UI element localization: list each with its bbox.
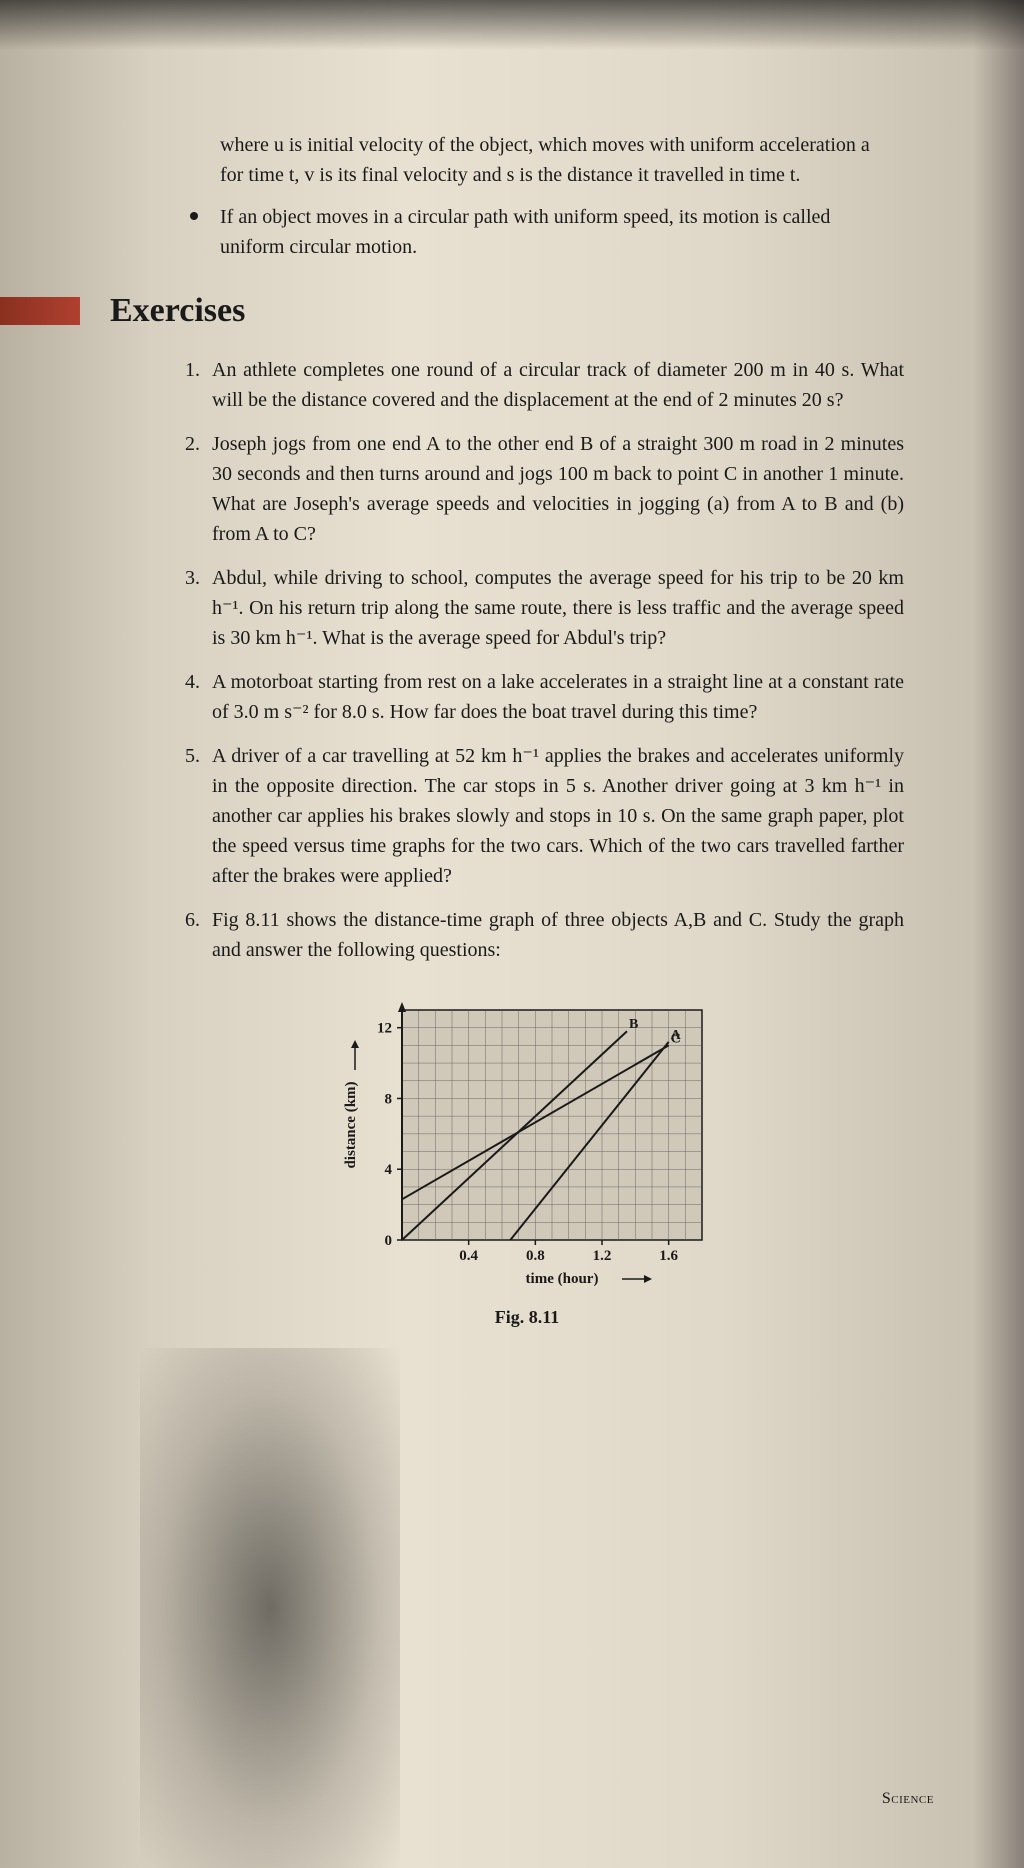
top-shadow	[0, 0, 1024, 50]
item-text: Joseph jogs from one end A to the other …	[212, 429, 904, 549]
item-text: A driver of a car travelling at 52 km h⁻…	[212, 741, 904, 891]
item-number: 6.	[170, 905, 200, 965]
svg-text:1.6: 1.6	[659, 1248, 678, 1264]
list-item: 6. Fig 8.11 shows the distance-time grap…	[170, 905, 904, 965]
item-number: 1.	[170, 355, 200, 415]
intro-para-1: where u is initial velocity of the objec…	[220, 130, 894, 190]
exercises-heading: Exercises	[110, 292, 245, 330]
section-marker	[0, 297, 80, 325]
bullet-item: If an object moves in a circular path wi…	[190, 202, 894, 262]
exercise-list: 1. An athlete completes one round of a c…	[170, 355, 904, 965]
footer-text: Science	[882, 1790, 934, 1808]
list-item: 5. A driver of a car travelling at 52 km…	[170, 741, 904, 891]
section-header: Exercises	[0, 292, 934, 330]
svg-text:time (hour): time (hour)	[526, 1271, 599, 1287]
list-item: 2. Joseph jogs from one end A to the oth…	[170, 429, 904, 549]
graph-container: 048120.40.81.21.6ABCtime (hour)distance …	[120, 995, 934, 1295]
item-text: Fig 8.11 shows the distance-time graph o…	[212, 905, 904, 965]
list-item: 4. A motorboat starting from rest on a l…	[170, 667, 904, 727]
intro-para-2: If an object moves in a circular path wi…	[220, 202, 894, 262]
svg-text:B: B	[629, 1017, 638, 1032]
svg-text:12: 12	[377, 1021, 392, 1037]
finger-shadow	[140, 1348, 400, 1868]
item-text: Abdul, while driving to school, computes…	[212, 563, 904, 653]
item-number: 3.	[170, 563, 200, 653]
svg-text:8: 8	[385, 1091, 393, 1107]
item-number: 4.	[170, 667, 200, 727]
svg-text:distance (km): distance (km)	[343, 1081, 359, 1168]
bullet-icon	[190, 212, 198, 220]
svg-text:0.8: 0.8	[526, 1248, 545, 1264]
item-text: An athlete completes one round of a circ…	[212, 355, 904, 415]
list-item: 1. An athlete completes one round of a c…	[170, 355, 904, 415]
item-number: 2.	[170, 429, 200, 549]
distance-time-graph: 048120.40.81.21.6ABCtime (hour)distance …	[337, 995, 717, 1295]
svg-text:4: 4	[385, 1162, 393, 1178]
item-text: A motorboat starting from rest on a lake…	[212, 667, 904, 727]
svg-text:0: 0	[385, 1233, 393, 1249]
svg-text:0.4: 0.4	[459, 1248, 478, 1264]
list-item: 3. Abdul, while driving to school, compu…	[170, 563, 904, 653]
svg-text:1.2: 1.2	[593, 1248, 612, 1264]
graph-caption: Fig. 8.11	[120, 1307, 934, 1328]
textbook-page: where u is initial velocity of the objec…	[0, 0, 1024, 1868]
svg-text:C: C	[671, 1031, 681, 1046]
item-number: 5.	[170, 741, 200, 891]
